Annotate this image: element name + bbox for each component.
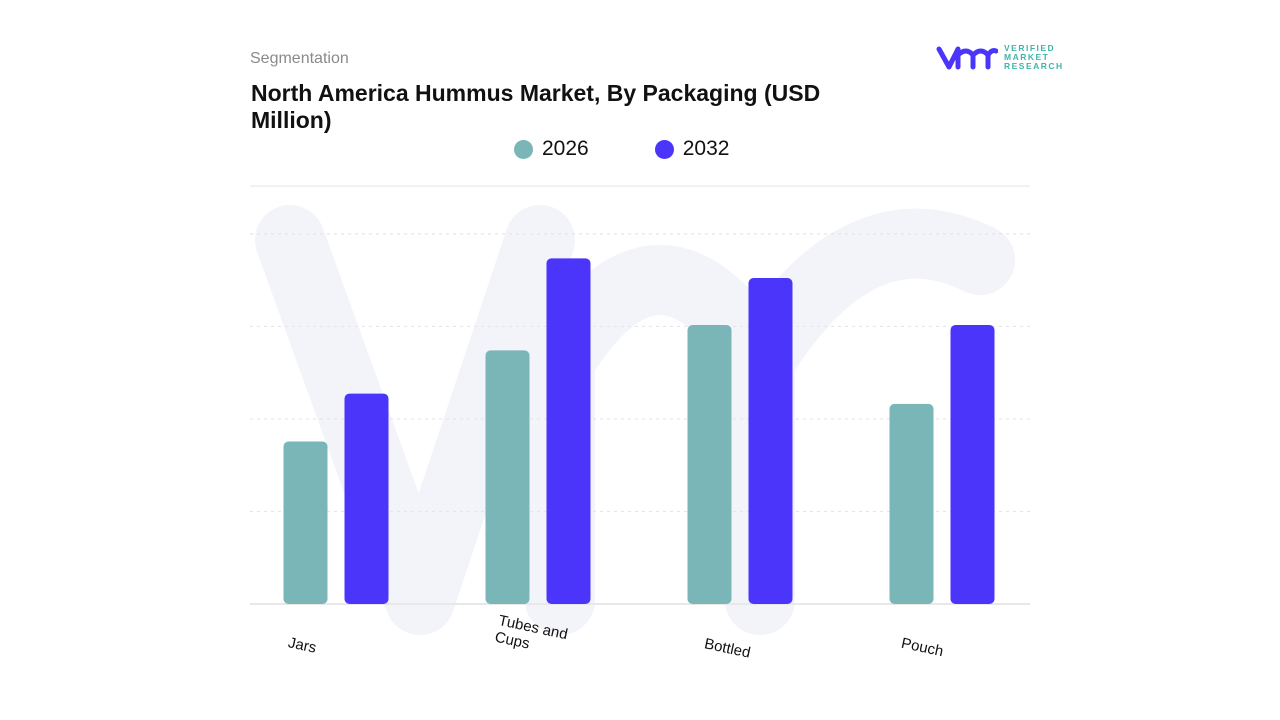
bar-pouch-2026[interactable] <box>889 403 934 604</box>
legend-label-2026: 2026 <box>542 137 589 160</box>
legend-swatch-2026 <box>514 139 533 159</box>
bar-jars-2032[interactable] <box>344 393 389 604</box>
bar-pouch-2032[interactable] <box>950 325 995 604</box>
vmr-logo: VERIFIED MARKET RESEARCH <box>936 44 1064 71</box>
logo-line-3: RESEARCH <box>1004 61 1064 71</box>
bar-jars-2026[interactable] <box>283 441 328 604</box>
bar-bottled-2032[interactable] <box>748 278 793 604</box>
chart-title: North America Hummus Market, By Packagin… <box>251 80 821 133</box>
legend-label-2032: 2032 <box>682 137 730 160</box>
section-label: Segmentation <box>250 50 349 67</box>
bar-tubes-and-cups-2026[interactable] <box>485 350 530 604</box>
legend-swatch-2032 <box>654 139 674 159</box>
legend-item-2032[interactable]: 2032 <box>654 137 730 161</box>
legend: 2026 2032 <box>514 137 729 161</box>
bar-tubes-and-cups-2032[interactable] <box>546 258 591 604</box>
watermark-logo <box>255 205 1015 635</box>
vmr-logo-icon <box>936 46 998 69</box>
bar-bottled-2026[interactable] <box>687 325 732 604</box>
legend-item-2026[interactable]: 2026 <box>514 137 589 161</box>
logo-line-2: MARKET <box>1004 52 1050 62</box>
logo-line-1: VERIFIED <box>1004 43 1056 53</box>
